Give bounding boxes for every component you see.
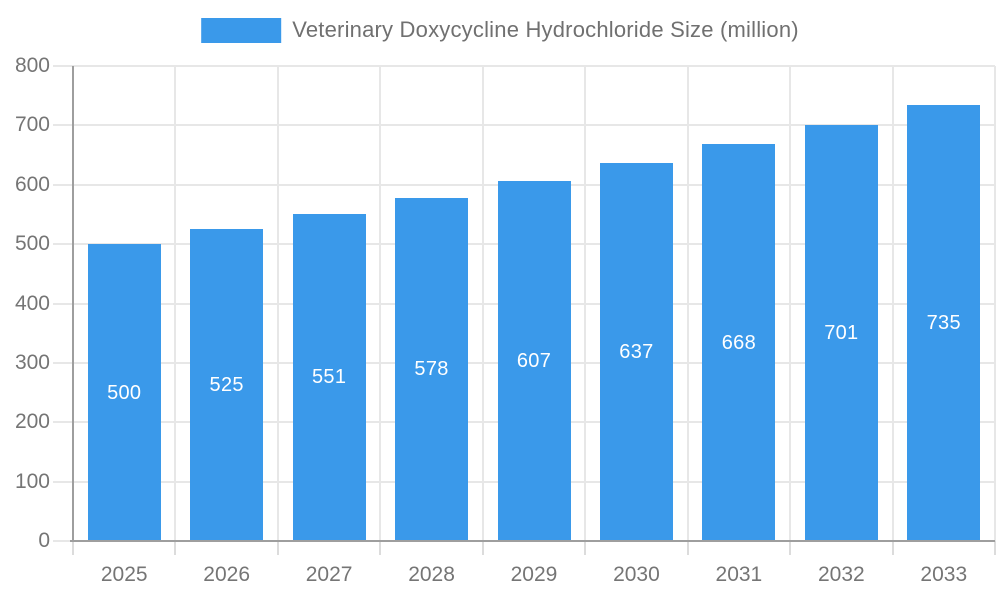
y-axis-tick-label: 200 (14, 410, 50, 434)
x-axis-tick (481, 541, 484, 555)
x-axis-category-label: 2026 (203, 563, 251, 586)
bar-2025[interactable] (87, 244, 161, 541)
x-axis-category-label: 2030 (613, 563, 660, 586)
x-axis-category-label: 2031 (715, 563, 763, 586)
x-axis-category-label: 2033 (920, 563, 968, 586)
x-gridline (276, 66, 279, 541)
x-axis-category-label: 2027 (305, 563, 353, 586)
x-gridline (789, 66, 792, 541)
x-axis-tick (584, 541, 587, 555)
bar-2030[interactable] (599, 162, 673, 541)
x-axis-tick (276, 541, 279, 555)
y-axis-tick-label: 0 (38, 529, 50, 552)
y-gridline (53, 124, 995, 127)
y-gridline (53, 65, 995, 67)
x-gridline (584, 66, 587, 541)
y-axis-tick-label: 500 (14, 232, 50, 256)
x-gridline (379, 66, 382, 541)
y-axis-tick-label: 300 (14, 350, 50, 374)
x-axis-tick (686, 541, 689, 555)
x-gridline (686, 66, 689, 541)
bar-2029[interactable] (497, 180, 571, 541)
legend-swatch-icon (201, 17, 282, 43)
x-gridline (174, 66, 177, 541)
x-gridline (891, 66, 894, 541)
x-gridline (481, 66, 484, 541)
bar-value-label: 668 (721, 331, 757, 354)
y-axis-tick-label: 800 (14, 54, 50, 77)
x-axis-tick (72, 541, 74, 555)
x-axis-category-label: 2025 (100, 563, 148, 586)
x-axis-category-label: 2028 (408, 563, 455, 586)
bar-2033[interactable] (907, 104, 981, 541)
legend-label: Veterinary Doxycycline Hydrochloride Siz… (292, 17, 799, 42)
bar-value-label: 701 (824, 321, 859, 344)
bar-value-label: 551 (311, 366, 347, 389)
bar-value-label: 735 (926, 311, 961, 334)
x-gridline (994, 66, 996, 541)
bar-2032[interactable] (804, 124, 878, 541)
bar-value-label: 607 (516, 349, 552, 372)
y-axis-tick-label: 100 (14, 469, 50, 493)
x-axis-tick (891, 541, 894, 555)
x-axis-line (70, 540, 995, 542)
x-axis-tick (379, 541, 382, 555)
x-axis-category-label: 2029 (510, 563, 558, 586)
y-axis-tick-label: 600 (14, 172, 50, 196)
bar-value-label: 500 (107, 381, 142, 404)
bar-2027[interactable] (292, 213, 366, 541)
legend-item[interactable]: Veterinary Doxycycline Hydrochloride Siz… (201, 17, 799, 43)
bar-2026[interactable] (190, 229, 264, 541)
bar-2031[interactable] (702, 144, 776, 541)
x-axis-category-label: 2032 (817, 563, 865, 586)
plot-area: 0 100 200 300 400 500 600 700 800 500 2025 525 2026 5… (15, 55, 996, 585)
y-axis-tick-label: 700 (14, 113, 50, 137)
y-axis-tick-label: 400 (14, 291, 50, 315)
bar-value-label: 525 (209, 374, 244, 397)
bar-value-label: 578 (414, 358, 449, 381)
x-axis-tick (789, 541, 792, 555)
bar-value-label: 637 (619, 340, 654, 363)
bar-2028[interactable] (395, 197, 469, 541)
x-axis-tick (994, 541, 996, 555)
x-axis-tick (174, 541, 177, 555)
y-axis-line (72, 66, 74, 541)
